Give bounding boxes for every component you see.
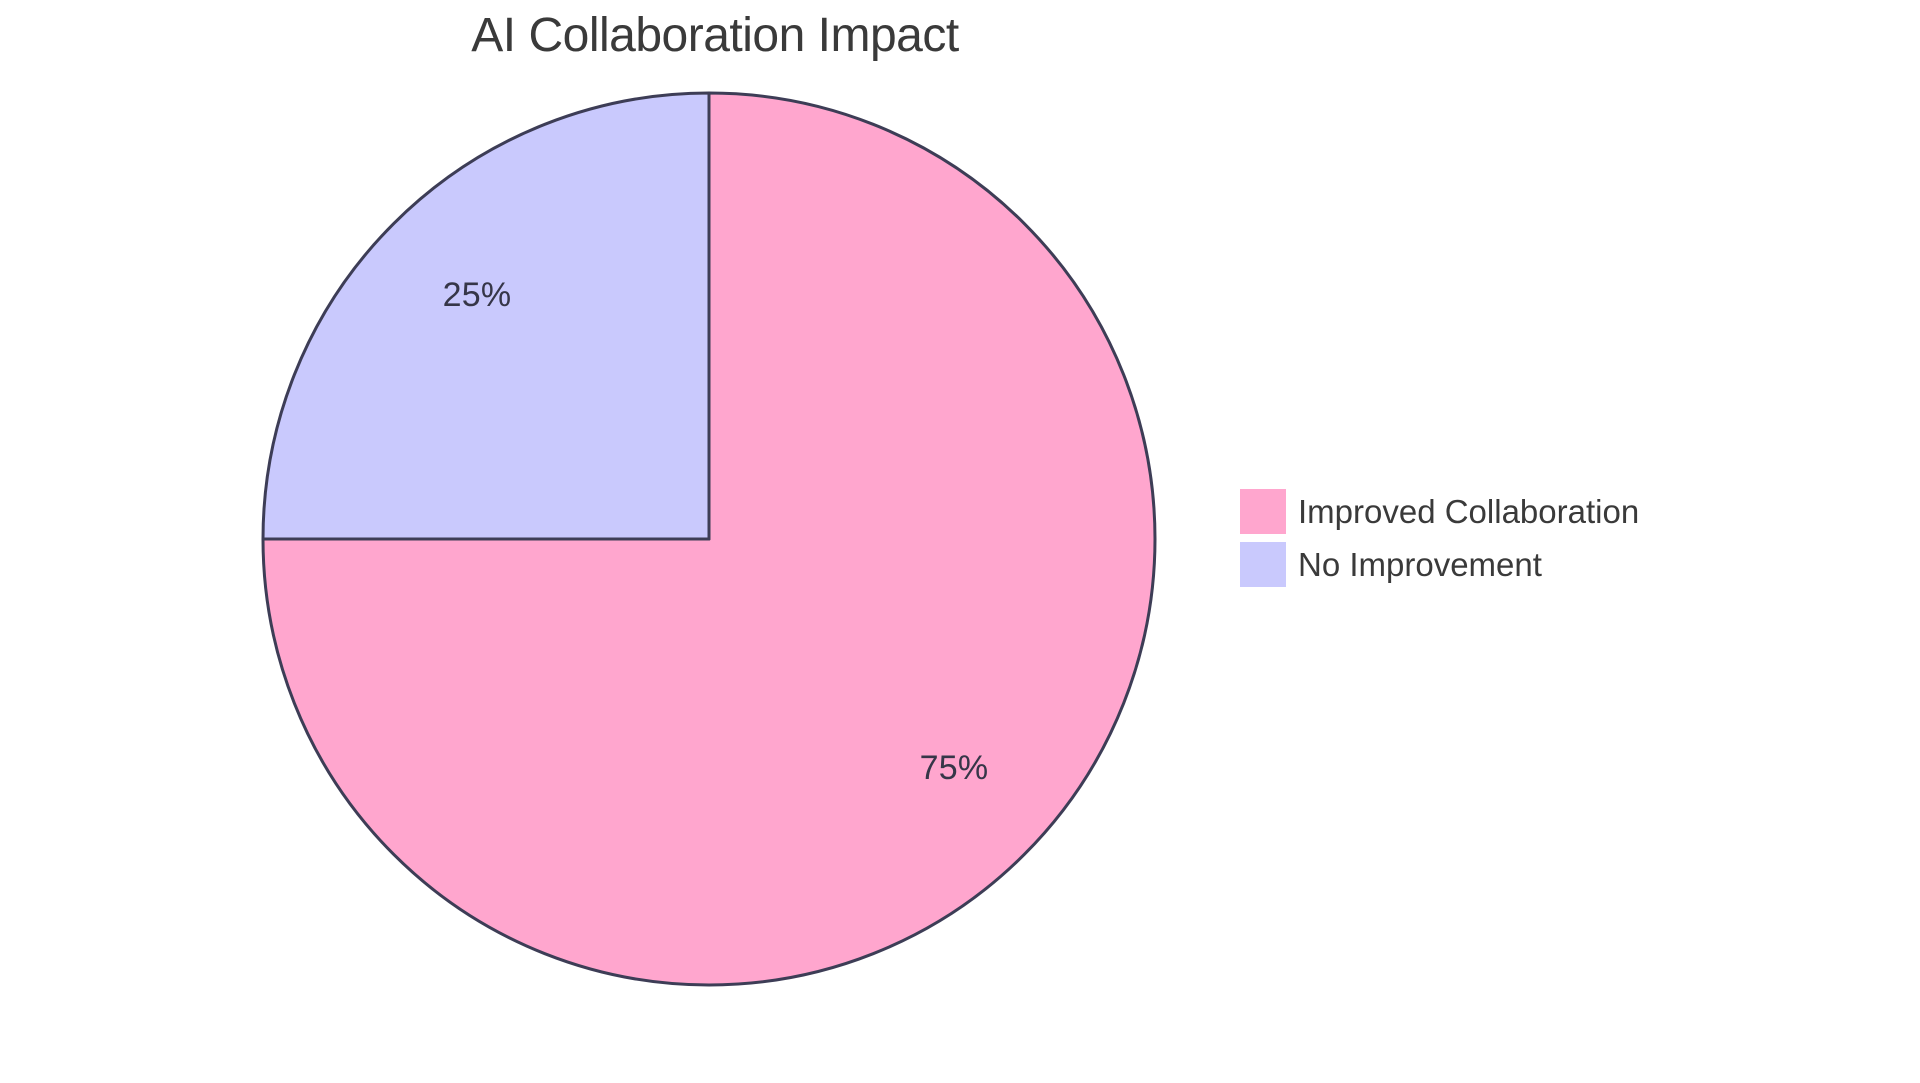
- pie-slices: [261, 91, 1157, 987]
- pie-slice-labels: 75% 25%: [443, 276, 989, 787]
- legend-item-no-improvement[interactable]: No Improvement: [1240, 542, 1639, 587]
- chart-legend: Improved Collaboration No Improvement: [1240, 489, 1639, 595]
- legend-item-label: Improved Collaboration: [1298, 493, 1640, 530]
- chart-title: AI Collaboration Impact: [471, 9, 959, 62]
- pie-slice-label-no-improvement: 25%: [443, 276, 512, 314]
- pie-slice-label-improved-collaboration: 75%: [920, 749, 989, 787]
- legend-swatch-icon: [1240, 542, 1286, 587]
- legend-swatch-icon: [1240, 489, 1286, 534]
- legend-item-improved-collaboration[interactable]: Improved Collaboration: [1240, 489, 1639, 534]
- pie-slice-no-improvement[interactable]: [261, 91, 711, 541]
- legend-item-label: No Improvement: [1298, 546, 1542, 583]
